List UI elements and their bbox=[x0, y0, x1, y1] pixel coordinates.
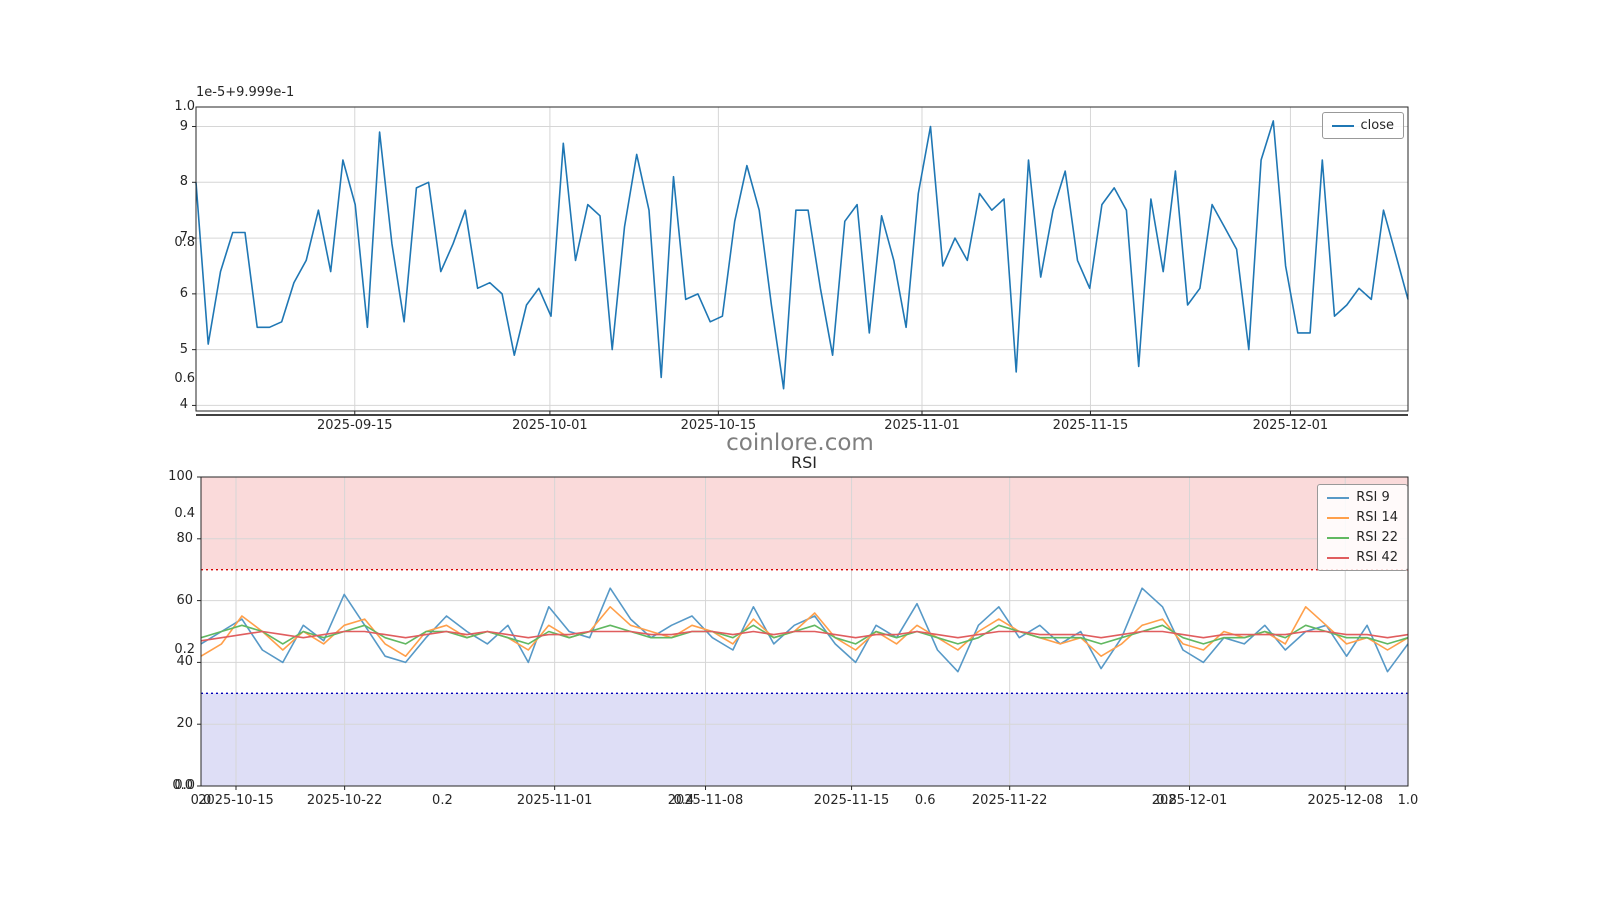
series-close bbox=[195, 120, 1409, 390]
series-rsi-22 bbox=[200, 624, 1409, 645]
overlay-xtick-label: 1.0 bbox=[1397, 793, 1419, 808]
ytick-label: 80 bbox=[176, 530, 193, 546]
ytick-label: 40 bbox=[176, 654, 193, 670]
legend-label: RSI 14 bbox=[1356, 510, 1398, 525]
xtick-label: 2025-12-08 bbox=[1307, 793, 1384, 808]
rsi-chart-title: RSI bbox=[791, 453, 817, 472]
xtick-label: 2025-09-15 bbox=[316, 418, 393, 433]
series-rsi-42 bbox=[200, 630, 1409, 642]
ytick-label: 9 bbox=[179, 118, 188, 134]
legend-line-sample bbox=[1327, 516, 1350, 519]
ytick-label: 60 bbox=[176, 592, 193, 608]
ytick-label: 7 bbox=[179, 230, 188, 246]
ytick-label: 6 bbox=[179, 285, 188, 301]
ytick-label: 0.0 bbox=[172, 778, 193, 793]
overlay-ytick-label: 0.6 bbox=[174, 370, 195, 386]
ytick-label: 5 bbox=[179, 341, 188, 357]
watermark: coinlore.com bbox=[726, 430, 874, 456]
xtick-label: 2025-12-01 bbox=[1252, 418, 1329, 433]
xtick-label: 2025-10-22 bbox=[306, 793, 383, 808]
chart-rect bbox=[195, 106, 1409, 412]
xtick-label: 2025-10-15 bbox=[680, 418, 757, 433]
chart-rect bbox=[200, 476, 1409, 787]
xtick-label: 2025-11-08 bbox=[667, 793, 744, 808]
overlay-xtick-label: 0.0 bbox=[190, 793, 212, 808]
overlay-xtick-label: 0.2 bbox=[432, 793, 453, 808]
legend-item: RSI 42 bbox=[1327, 550, 1398, 565]
axis-offset-label: 1e-5+9.999e-1 bbox=[196, 85, 295, 100]
overlay-ytick-label: 0.4 bbox=[174, 506, 195, 522]
ytick-label: 8 bbox=[179, 174, 188, 190]
overlay-ytick-label: 0.0 bbox=[174, 778, 195, 793]
legend-item: RSI 22 bbox=[1327, 530, 1398, 545]
legend-line-sample bbox=[1331, 124, 1354, 127]
price-legend: close bbox=[1321, 112, 1404, 139]
legend-line-sample bbox=[1327, 536, 1350, 539]
chart-rect bbox=[201, 477, 1408, 570]
series-rsi-9 bbox=[200, 587, 1409, 673]
legend-line-sample bbox=[1327, 496, 1350, 499]
rsi-legend: RSI 9 RSI 14 RSI 22 RSI 42 bbox=[1317, 484, 1408, 571]
xtick-label: 2025-11-15 bbox=[813, 793, 890, 808]
overlay-xtick-label: 0.6 bbox=[914, 793, 936, 808]
series-rsi-14 bbox=[200, 605, 1409, 658]
ytick-label: 4 bbox=[179, 397, 188, 413]
overlay-ytick-label: 0.8 bbox=[174, 234, 195, 250]
xtick-label: 2025-11-01 bbox=[884, 418, 960, 433]
overlay-ytick-label: 0.2 bbox=[174, 642, 195, 658]
ytick-label: 20 bbox=[176, 716, 193, 732]
overlay-ytick-label: 1.0 bbox=[174, 99, 195, 114]
legend-line-sample bbox=[1327, 556, 1350, 559]
legend-label: RSI 22 bbox=[1356, 530, 1398, 545]
xtick-label: 2025-11-15 bbox=[1052, 418, 1129, 433]
xtick-label: 2025-11-22 bbox=[971, 793, 1048, 808]
xtick-label: 2025-10-15 bbox=[198, 793, 274, 808]
overlay-xtick-label: 0.4 bbox=[673, 793, 695, 808]
overlay-xtick-label: 0.8 bbox=[1156, 793, 1177, 808]
legend-item: RSI 9 bbox=[1327, 490, 1398, 505]
ytick-label: 100 bbox=[168, 469, 193, 484]
legend-label: RSI 42 bbox=[1356, 550, 1398, 565]
xtick-label: 2025-11-01 bbox=[516, 793, 593, 808]
legend-label: close bbox=[1360, 118, 1394, 133]
xtick-label: 2025-10-01 bbox=[512, 418, 588, 433]
chart-rect bbox=[201, 693, 1408, 786]
legend-label: RSI 9 bbox=[1356, 490, 1390, 505]
xtick-label: 2025-12-01 bbox=[1151, 793, 1228, 808]
legend-item: RSI 14 bbox=[1327, 510, 1398, 525]
legend-item: close bbox=[1331, 118, 1394, 133]
